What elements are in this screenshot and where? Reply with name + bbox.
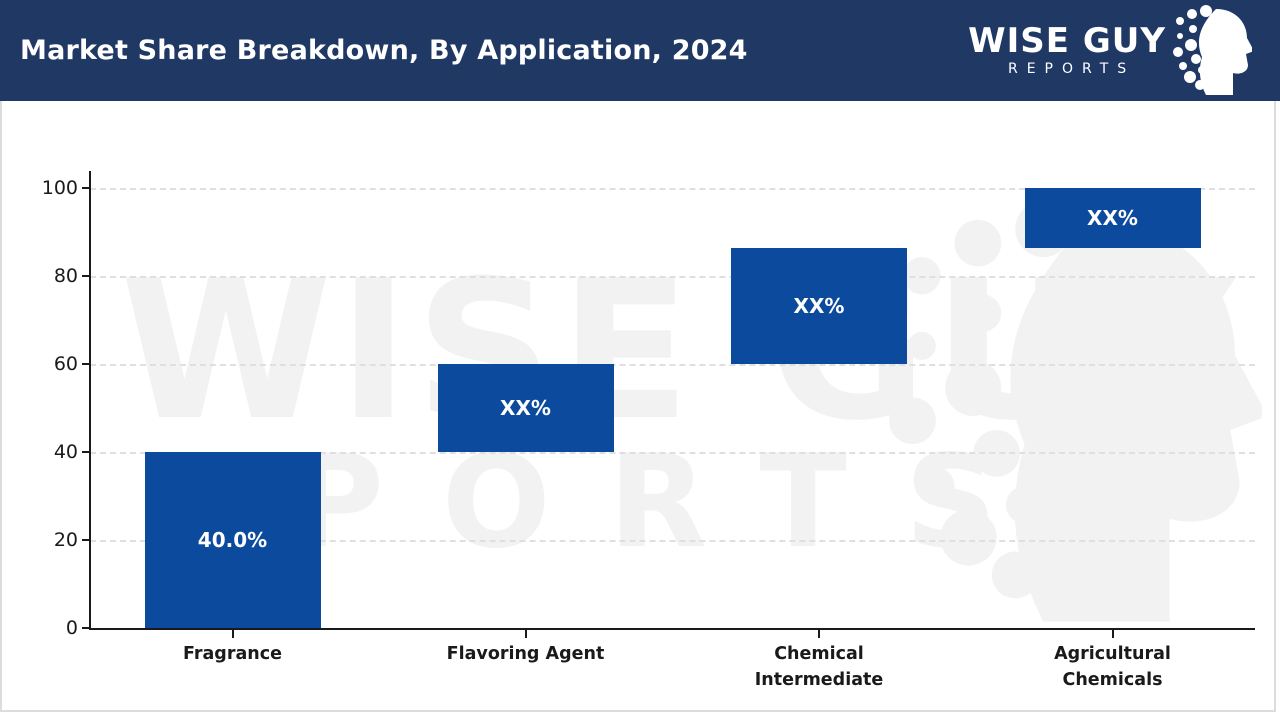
- x-tick-mark: [231, 630, 234, 638]
- plot-area: 0 20 40 60 80 100 40.0% Fragrance XX% Flavoring A…: [2, 101, 1274, 710]
- y-tick-mark: [82, 187, 90, 189]
- x-tick-mark: [818, 630, 820, 638]
- page-title: Market Share Breakdown, By Application, …: [20, 35, 748, 66]
- x-tick-label-fragrance: Fragrance: [183, 644, 282, 664]
- head-profile-icon: [1173, 4, 1252, 95]
- bar-agricultural-chemicals: XX%: [1024, 188, 1201, 248]
- x-tick-label-flavoring-agent: Flavoring Agent: [446, 644, 605, 664]
- gridline: [90, 364, 1255, 366]
- x-tick-label-agricultural-chemicals: Agricultural Chemicals: [1054, 644, 1171, 690]
- bar-value-label: XX%: [1087, 205, 1138, 230]
- brand-logo-text: WISE GUY REPORTS: [968, 24, 1166, 77]
- bar-value-label: XX%: [500, 396, 551, 420]
- y-tick-label: 40: [53, 441, 78, 463]
- bar-flavoring-agent: XX%: [437, 364, 614, 452]
- gridline: [90, 188, 1255, 190]
- x-tick-mark: [1111, 630, 1114, 638]
- gridline: [90, 540, 1255, 542]
- y-tick-mark: [82, 275, 90, 277]
- bar-fragrance: 40.0%: [144, 452, 321, 628]
- y-tick-label: 80: [53, 265, 78, 287]
- gridline: [90, 452, 1255, 454]
- y-tick-mark: [82, 539, 90, 541]
- bar-value-label: 40.0%: [197, 528, 268, 552]
- y-tick-mark: [82, 627, 90, 629]
- x-axis-line: [89, 628, 1255, 630]
- gridline: [90, 276, 1255, 278]
- header: Market Share Breakdown, By Application, …: [0, 0, 1280, 101]
- bar-chemical-intermediate: XX%: [731, 247, 907, 364]
- brand-name: WISE GUY: [968, 21, 1166, 61]
- y-tick-label: 20: [53, 529, 78, 551]
- chart-panel: WISE GUY PORTS 0 20 40 60 80 100 40.0% Fragranc…: [0, 101, 1276, 712]
- x-tick-label-chemical-intermediate: Chemical Intermediate: [754, 644, 884, 690]
- brand-logo: WISE GUY REPORTS: [968, 4, 1252, 97]
- y-tick-label: 60: [53, 353, 78, 375]
- y-tick-label: 100: [41, 177, 78, 199]
- y-tick-mark: [82, 451, 90, 453]
- brand-subname: REPORTS: [1007, 61, 1136, 77]
- bar-value-label: XX%: [793, 293, 845, 318]
- y-tick-label: 0: [65, 617, 78, 639]
- y-tick-mark: [82, 363, 90, 365]
- y-axis-line: [89, 171, 91, 630]
- x-tick-mark: [524, 630, 527, 638]
